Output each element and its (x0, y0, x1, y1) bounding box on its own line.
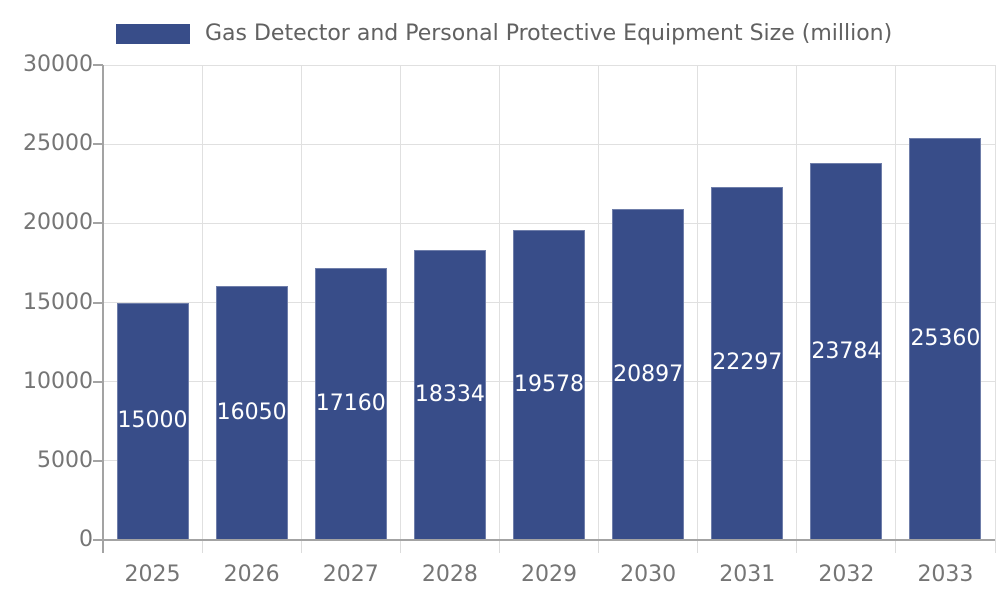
y-tick-label: 10000 (23, 368, 93, 394)
x-tick-label: 2025 (124, 562, 181, 587)
legend-label: Gas Detector and Personal Protective Equ… (205, 21, 893, 46)
bar-value-label: 22297 (712, 350, 783, 376)
bar-2030[interactable] (612, 209, 685, 540)
x-gridline (994, 65, 996, 540)
y-axis-tick (93, 380, 103, 383)
x-axis-tick (796, 540, 798, 553)
bar-value-label: 23784 (811, 338, 882, 364)
bar-value-label: 25360 (910, 326, 981, 352)
x-axis-tick (598, 540, 600, 553)
x-gridline (796, 65, 798, 540)
y-axis-tick (93, 143, 103, 146)
y-tick-label: 5000 (37, 447, 93, 473)
x-tick-label: 2032 (818, 562, 875, 587)
bar-2033[interactable] (909, 138, 982, 540)
x-tick-label: 2026 (223, 562, 280, 587)
y-tick-label: 15000 (23, 289, 93, 315)
x-tick-label: 2029 (521, 562, 577, 587)
x-axis-tick (994, 540, 996, 553)
y-tick-label: 25000 (23, 131, 93, 157)
bar-2025[interactable] (116, 302, 189, 540)
x-axis-tick (498, 540, 500, 553)
y-tick-label: 30000 (23, 52, 93, 77)
x-gridline (895, 65, 897, 540)
x-tick-label: 2028 (421, 562, 478, 587)
bar-2026[interactable] (215, 285, 288, 540)
x-axis-tick (399, 540, 401, 553)
y-gridline (103, 222, 995, 224)
bar-2032[interactable] (810, 163, 883, 540)
x-gridline (498, 65, 500, 540)
y-axis-tick (93, 459, 103, 462)
x-axis-tick (697, 540, 699, 553)
bar-2027[interactable] (314, 268, 387, 540)
x-gridline (598, 65, 600, 540)
x-axis-tick (201, 540, 203, 553)
bar-value-label: 15000 (117, 408, 188, 434)
y-tick-label: 0 (79, 527, 93, 552)
x-tick-label: 2031 (719, 562, 776, 587)
bar-value-label: 17160 (315, 391, 386, 417)
x-tick-label: 2030 (620, 562, 677, 587)
bar-value-label: 19578 (514, 372, 584, 397)
bar-2031[interactable] (711, 186, 784, 540)
y-axis-tick (93, 539, 103, 541)
y-axis-tick (93, 222, 103, 225)
bar-value-label: 16050 (216, 399, 287, 425)
x-gridline (399, 65, 401, 540)
x-axis-tick (895, 540, 897, 553)
bar-2028[interactable] (413, 249, 486, 540)
y-tick-label: 20000 (23, 210, 93, 236)
y-gridline (103, 143, 995, 145)
bar-value-label: 18334 (414, 381, 485, 407)
legend-item[interactable]: Gas Detector and Personal Protective Equ… (116, 21, 892, 46)
y-axis-tick (93, 64, 103, 66)
x-axis-line (102, 539, 995, 541)
x-tick-label: 2033 (917, 562, 974, 587)
y-gridline (103, 64, 995, 66)
x-tick-label: 2027 (322, 562, 379, 587)
y-axis-line (102, 65, 104, 553)
bar-value-label: 20897 (613, 361, 684, 387)
bar-2029[interactable] (513, 230, 585, 540)
x-gridline (300, 65, 302, 540)
legend-swatch (116, 23, 190, 44)
x-gridline (201, 65, 203, 540)
y-axis-tick (93, 301, 103, 304)
x-gridline (697, 65, 699, 540)
x-axis-tick (300, 540, 302, 553)
